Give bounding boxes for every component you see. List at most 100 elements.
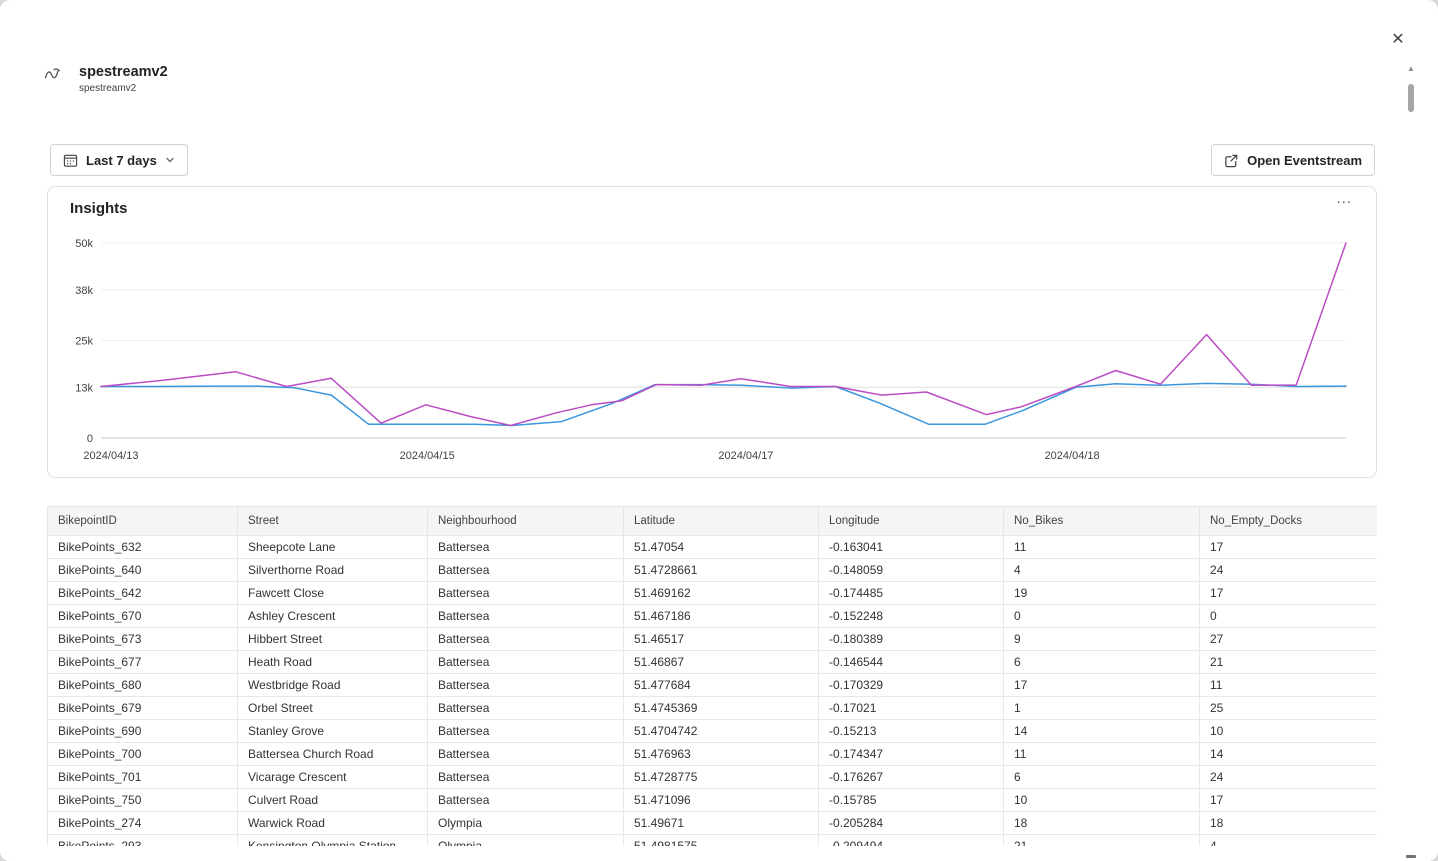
table-row: BikePoints_700 Battersea Church Road Batte… [47,742,1377,766]
page-subtitle: spestreamv2 [79,83,137,94]
table-cell: 51.471096 [623,788,819,812]
scrollbar-up-arrow[interactable]: ▲ [1407,64,1415,73]
table-cell: -0.180389 [818,627,1004,651]
app-header: spestreamv2 spestreamv2 [44,63,168,94]
table-cell: Battersea [427,673,624,697]
table-cell: 51.46517 [623,627,819,651]
table-row: BikePoints_750 Culvert Road Battersea 51.47… [47,788,1377,812]
column-header: Street [237,506,428,536]
table-cell: -0.174485 [818,581,1004,605]
table-cell: 17 [1003,673,1200,697]
table-cell: 4 [1003,558,1200,582]
svg-text:2024/04/18: 2024/04/18 [1045,450,1100,462]
table-cell: -0.174347 [818,742,1004,766]
table-cell: -0.163041 [818,535,1004,559]
table-cell: BikePoints_750 [47,788,238,812]
table-cell: 18 [1003,811,1200,835]
column-header: No_Empty_Docks [1199,506,1377,536]
table-cell: -0.152248 [818,604,1004,628]
svg-text:0: 0 [87,433,93,445]
table-cell: 19 [1003,581,1200,605]
calendar-icon [63,153,78,168]
table-cell: Vicarage Crescent [237,765,428,789]
table-row: BikePoints_701 Vicarage Crescent Battersea… [47,765,1377,789]
table-cell: 11 [1003,742,1200,766]
table-cell: BikePoints_701 [47,765,238,789]
table-row: BikePoints_690 Stanley Grove Battersea 51.4… [47,719,1377,743]
table-cell: 14 [1199,742,1377,766]
column-header: No_Bikes [1003,506,1200,536]
external-link-icon [1224,153,1239,168]
table-cell: 0 [1199,604,1377,628]
open-eventstream-button[interactable]: Open Eventstream [1211,144,1375,176]
scrollbar[interactable]: ▲ [1404,62,1418,861]
table-cell: Battersea [427,535,624,559]
table-cell: Stanley Grove [237,719,428,743]
scrollbar-down-arrow[interactable] [1406,855,1416,858]
table-cell: 4 [1199,834,1377,846]
table-cell: -0.148059 [818,558,1004,582]
svg-text:25k: 25k [75,336,93,348]
table-cell: BikePoints_670 [47,604,238,628]
data-preview-table-container[interactable]: BikepointID Street Neighbourhood Latitude Lo… [47,506,1377,846]
svg-text:13k: 13k [75,382,93,394]
table-cell: BikePoints_642 [47,581,238,605]
table-cell: Battersea [427,788,624,812]
table-cell: 0 [1003,604,1200,628]
more-options-button[interactable]: ... [1330,189,1358,208]
table-row: BikePoints_680 Westbridge Road Battersea 51… [47,673,1377,697]
table-cell: Battersea [427,696,624,720]
table-cell: 21 [1199,650,1377,674]
table-cell: BikePoints_690 [47,719,238,743]
table-cell: BikePoints_632 [47,535,238,559]
scrollbar-thumb[interactable] [1408,84,1414,112]
table-cell: 51.4728661 [623,558,819,582]
table-cell: -0.205284 [818,811,1004,835]
table-cell: 17 [1199,581,1377,605]
table-cell: 14 [1003,719,1200,743]
insights-card: Insights ... 0 13k 25k 38k 50k 2024/04/13 2024… [47,186,1377,478]
table-cell: 27 [1199,627,1377,651]
svg-text:2024/04/17: 2024/04/17 [718,450,773,462]
table-cell: Battersea [427,627,624,651]
table-row: BikePoints_673 Hibbert Street Battersea 51.… [47,627,1377,651]
table-cell: -0.15785 [818,788,1004,812]
open-eventstream-label: Open Eventstream [1247,152,1362,168]
table-row: BikePoints_679 Orbel Street Battersea 51.47… [47,696,1377,720]
table-row: BikePoints_642 Fawcett Close Battersea 51.4… [47,581,1377,605]
column-header: Latitude [623,506,819,536]
time-range-dropdown[interactable]: Last 7 days [50,144,188,176]
table-cell: 11 [1199,673,1377,697]
svg-text:38k: 38k [75,285,93,297]
column-header: Neighbourhood [427,506,624,536]
table-cell: 51.46867 [623,650,819,674]
table-row: BikePoints_293 Kensington Olympia Station… [47,834,1377,846]
table-cell: Hibbert Street [237,627,428,651]
table-cell: 10 [1003,788,1200,812]
table-cell: Battersea [427,719,624,743]
table-cell: 1 [1003,696,1200,720]
data-table: BikepointID Street Neighbourhood Latitude Lo… [47,506,1377,846]
close-button[interactable]: ✕ [1386,28,1410,52]
table-cell: Fawcett Close [237,581,428,605]
table-cell: 11 [1003,535,1200,559]
table-cell: Battersea [427,742,624,766]
table-cell: 51.4981575 [623,834,819,846]
table-cell: 17 [1199,788,1377,812]
table-cell: 6 [1003,650,1200,674]
table-cell: 51.477684 [623,673,819,697]
table-cell: 10 [1199,719,1377,743]
table-cell: 51.467186 [623,604,819,628]
table-cell: 51.49671 [623,811,819,835]
table-cell: Battersea Church Road [237,742,428,766]
column-header: BikepointID [47,506,238,536]
table-cell: Olympia [427,811,624,835]
table-cell: Westbridge Road [237,673,428,697]
table-cell: BikePoints_274 [47,811,238,835]
table-cell: 51.4728775 [623,765,819,789]
svg-text:2024/04/13: 2024/04/13 [83,450,138,462]
page-title: spestreamv2 [79,64,168,80]
svg-text:2024/04/15: 2024/04/15 [400,450,455,462]
table-cell: Orbel Street [237,696,428,720]
table-cell: BikePoints_673 [47,627,238,651]
